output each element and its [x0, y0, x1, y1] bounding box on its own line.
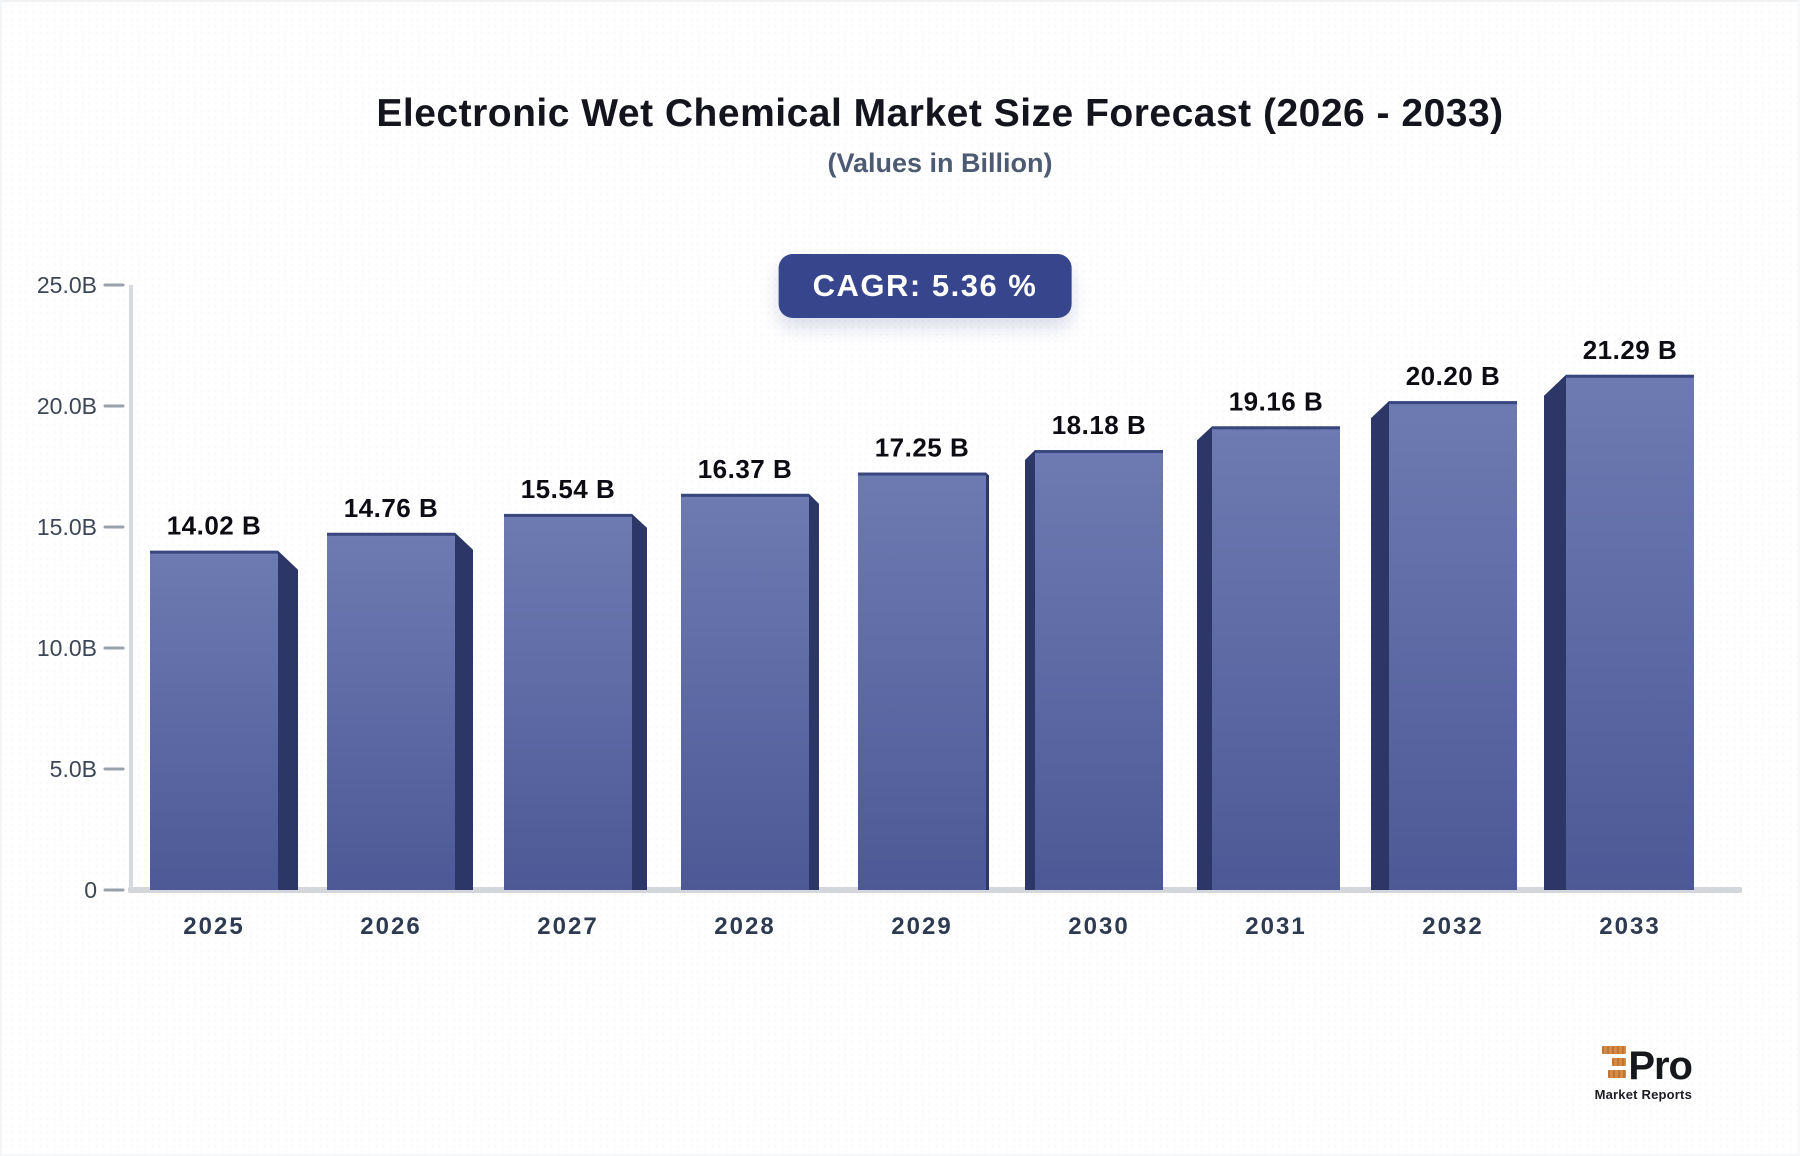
chart-title: Electronic Wet Chemical Market Size Fore… — [376, 92, 1504, 135]
y-tick-label-10.0B: 10.0B — [37, 635, 97, 661]
y-tick-label-25.0B: 25.0B — [37, 272, 97, 298]
bar-group-2032: 20.20 B — [1371, 361, 1517, 890]
x-axis-label-2025: 2025 — [183, 913, 244, 940]
bar-face — [1566, 374, 1694, 891]
pro-market-reports-logo: Pro Market Reports — [1594, 1044, 1693, 1102]
cagr-badge: CAGR: 5.36 % — [778, 254, 1072, 318]
bar-side — [1197, 426, 1212, 890]
bar-value-label: 14.76 B — [344, 493, 439, 523]
x-axis-label-2028: 2028 — [714, 913, 775, 940]
bar-top-edge — [327, 532, 455, 536]
bar-side — [455, 532, 473, 890]
bar-value-label: 20.20 B — [1406, 361, 1501, 391]
x-axis-label-2031: 2031 — [1245, 913, 1306, 940]
bar-face — [681, 493, 809, 890]
bar-value-label: 17.25 B — [875, 433, 970, 463]
y-tick-label-20.0B: 20.0B — [37, 393, 97, 419]
bar-value-label: 16.37 B — [698, 454, 793, 484]
bar-value-label: 19.16 B — [1229, 386, 1324, 416]
bar-face — [1212, 426, 1340, 890]
bar-side — [1025, 450, 1035, 890]
bar-side — [1371, 401, 1389, 890]
chart-header: Electronic Wet Chemical Market Size Fore… — [2, 2, 1798, 179]
bar-value-label: 18.18 B — [1052, 410, 1147, 440]
bar-top-edge — [504, 513, 632, 517]
bar-face — [504, 513, 632, 890]
bar-group-2027: 15.54 B — [504, 474, 647, 890]
bar-face — [150, 550, 278, 890]
bar-face — [1389, 401, 1517, 890]
logo-bars-icon — [1602, 1046, 1627, 1078]
bar-group-2030: 18.18 B — [1025, 410, 1163, 890]
bar-top-edge — [1566, 374, 1694, 378]
x-axis-label-2032: 2032 — [1422, 913, 1483, 940]
bar-group-2025: 14.02 B — [150, 511, 298, 890]
bar-top-edge — [858, 472, 986, 476]
bar-top-edge — [1212, 426, 1340, 430]
bar-side — [278, 550, 298, 890]
bar-side — [632, 513, 647, 890]
y-tick-label-0: 0 — [84, 877, 97, 903]
bar-top-edge — [1035, 450, 1163, 454]
bar-side — [809, 493, 819, 890]
bar-group-2029: 17.25 B — [858, 433, 989, 890]
x-axis-label-2033: 2033 — [1599, 913, 1660, 940]
y-tick-label-5.0B: 5.0B — [50, 756, 97, 782]
bar-face — [327, 532, 455, 890]
bar-value-label: 14.02 B — [167, 511, 262, 541]
bar-value-label: 21.29 B — [1583, 335, 1678, 365]
bar-side — [1544, 374, 1566, 891]
bar-side — [986, 472, 989, 890]
bar-group-2033: 21.29 B — [1544, 335, 1694, 891]
x-axis-label-2026: 2026 — [360, 913, 421, 940]
bar-group-2031: 19.16 B — [1197, 386, 1340, 890]
logo-wordmark: Pro — [1628, 1044, 1693, 1089]
bar-face — [1035, 450, 1163, 890]
bar-group-2028: 16.37 B — [681, 454, 819, 890]
bar-value-label: 15.54 B — [521, 474, 616, 504]
bar-top-edge — [150, 550, 278, 554]
y-tick-label-15.0B: 15.0B — [37, 514, 97, 540]
bar-top-edge — [681, 493, 809, 497]
bar-group-2026: 14.76 B — [327, 493, 473, 890]
bar-face — [858, 472, 986, 890]
x-axis-label-2030: 2030 — [1068, 913, 1129, 940]
x-axis-label-2027: 2027 — [537, 913, 598, 940]
bar-top-edge — [1389, 401, 1517, 405]
logo-tagline: Market Reports — [1594, 1087, 1692, 1102]
x-axis-label-2029: 2029 — [891, 913, 952, 940]
chart-subtitle: (Values in Billion) — [827, 148, 1053, 178]
